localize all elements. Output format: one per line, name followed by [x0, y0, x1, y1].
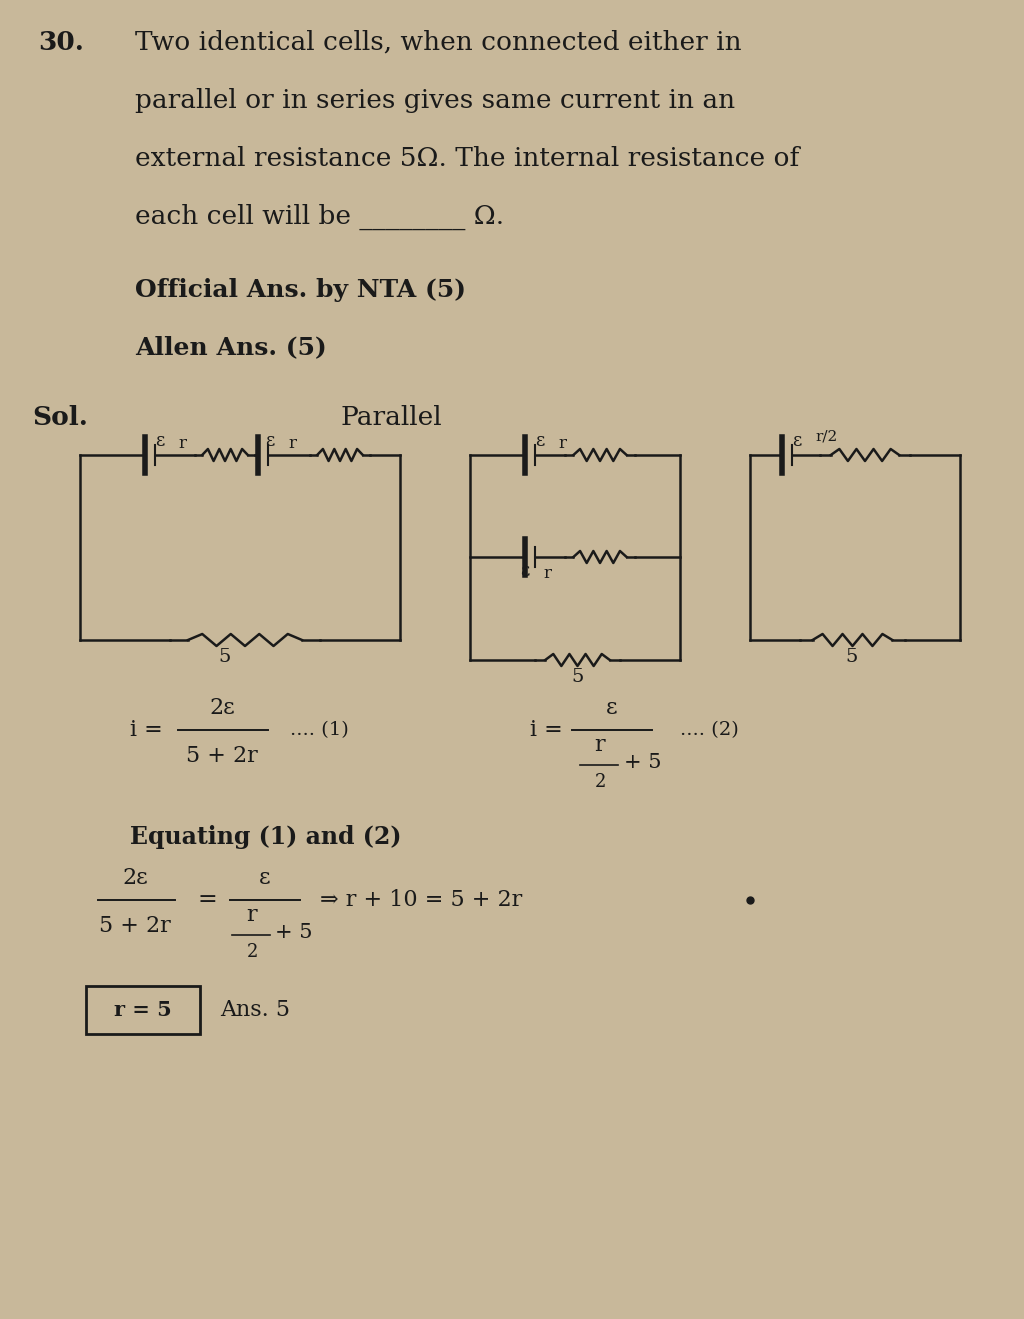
Text: Parallel: Parallel — [340, 405, 441, 430]
Text: ε: ε — [259, 867, 270, 889]
Text: r: r — [558, 435, 566, 452]
Text: Official Ans. by NTA (5): Official Ans. by NTA (5) — [135, 278, 466, 302]
Text: ⇒ r + 10 = 5 + 2r: ⇒ r + 10 = 5 + 2r — [319, 889, 522, 911]
Text: ε: ε — [535, 433, 545, 450]
Text: r: r — [543, 565, 551, 582]
Text: external resistance 5Ω. The internal resistance of: external resistance 5Ω. The internal res… — [135, 146, 800, 171]
Text: i =: i = — [130, 719, 163, 741]
Text: 2ε: 2ε — [122, 867, 147, 889]
Text: Allen Ans. (5): Allen Ans. (5) — [135, 335, 327, 359]
Text: .... (1): .... (1) — [290, 721, 349, 739]
Text: r: r — [595, 733, 605, 756]
Text: 30.: 30. — [38, 30, 84, 55]
Text: 2: 2 — [247, 943, 258, 962]
Text: r: r — [178, 435, 186, 452]
Text: Equating (1) and (2): Equating (1) and (2) — [130, 824, 401, 849]
Text: Sol.: Sol. — [32, 405, 88, 430]
Text: + 5: + 5 — [275, 922, 312, 942]
Text: r = 5: r = 5 — [114, 1000, 172, 1020]
Text: Ans. 5: Ans. 5 — [220, 998, 290, 1021]
Text: =: = — [198, 889, 218, 911]
Text: + 5: + 5 — [624, 753, 662, 772]
Text: r/2: r/2 — [815, 430, 838, 445]
Text: 5: 5 — [219, 648, 231, 666]
Text: parallel or in series gives same current in an: parallel or in series gives same current… — [135, 88, 735, 113]
Text: .... (2): .... (2) — [680, 721, 738, 739]
Text: 2ε: 2ε — [209, 696, 234, 719]
Text: 5 + 2r: 5 + 2r — [186, 745, 258, 768]
Text: 5 + 2r: 5 + 2r — [99, 915, 171, 936]
Text: ε: ε — [792, 433, 802, 450]
Text: ε: ε — [155, 433, 165, 450]
Text: 5: 5 — [571, 667, 584, 686]
Text: 5: 5 — [846, 648, 858, 666]
Text: 2: 2 — [594, 773, 605, 791]
Text: each cell will be ________ Ω.: each cell will be ________ Ω. — [135, 204, 504, 231]
Text: ε: ε — [265, 433, 274, 450]
Text: r: r — [247, 904, 257, 926]
Text: i =: i = — [530, 719, 563, 741]
Text: r: r — [288, 435, 296, 452]
Text: ε: ε — [606, 696, 617, 719]
Text: Two identical cells, when connected either in: Two identical cells, when connected eith… — [135, 30, 741, 55]
Text: ε: ε — [520, 562, 529, 580]
